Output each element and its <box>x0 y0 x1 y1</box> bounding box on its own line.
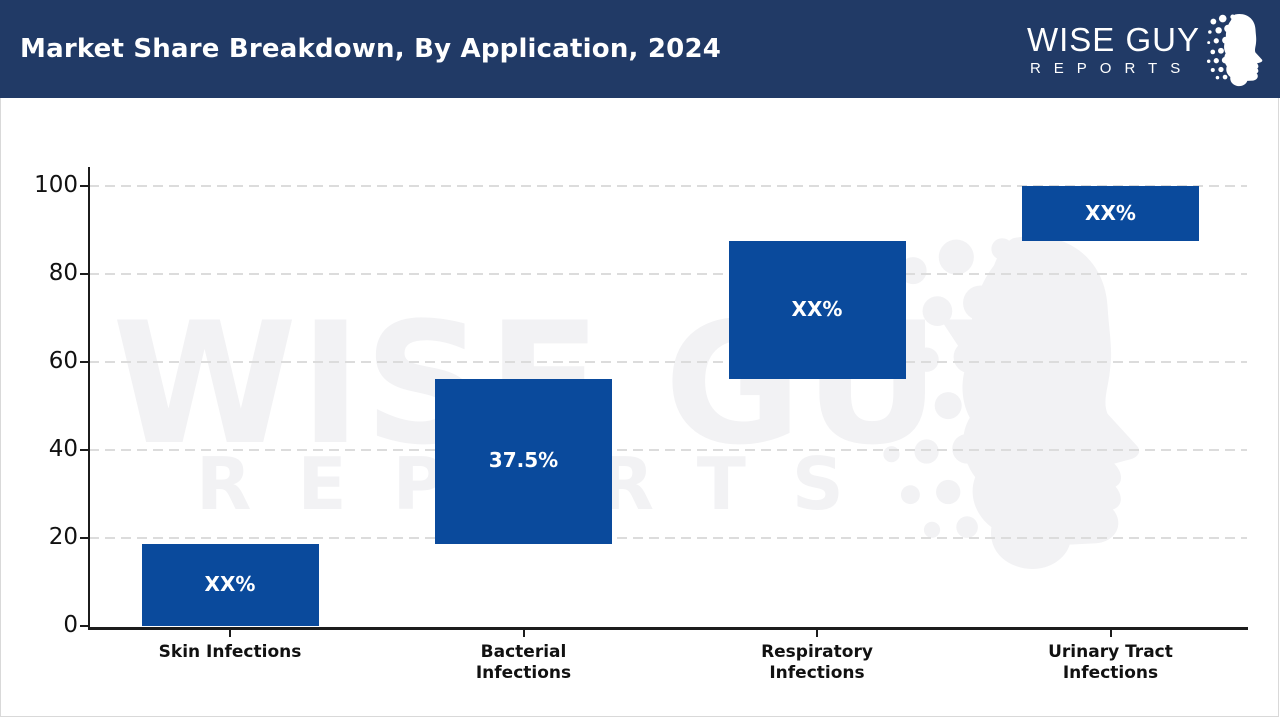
bar-1 <box>141 543 319 626</box>
x-axis-tickmark <box>522 629 525 637</box>
y-axis-tickmark <box>80 361 89 363</box>
bar-value-label: XX% <box>1085 200 1136 225</box>
y-gridline <box>89 537 1247 539</box>
x-axis-line <box>88 627 1248 630</box>
y-gridline <box>89 361 1247 363</box>
bar-value-label: 37.5% <box>488 448 559 472</box>
brand-name: WISE GUY <box>1026 20 1200 58</box>
y-gridline <box>89 273 1247 275</box>
y-gridline <box>89 449 1247 451</box>
y-axis-tickmark <box>80 449 89 451</box>
brand-wordmark: WISE GUY REPORTS <box>1027 23 1200 76</box>
y-axis-tickmark <box>80 273 89 275</box>
y-axis-tick-label: 100 <box>34 172 78 198</box>
x-axis-tickmark <box>1109 629 1112 637</box>
bar-value-label: XX% <box>204 571 256 596</box>
y-gridline <box>89 185 1247 187</box>
y-axis-tick-label: 80 <box>48 260 78 286</box>
y-axis-tickmark <box>80 625 89 627</box>
bar-3 <box>728 241 906 379</box>
y-axis-line <box>88 167 90 629</box>
page-title: Market Share Breakdown, By Application, … <box>20 34 722 64</box>
y-axis-tick-label: 40 <box>48 436 78 462</box>
y-axis-tickmark <box>80 537 89 539</box>
bar-4 <box>1022 186 1199 241</box>
y-axis-tick-label: 20 <box>48 524 78 550</box>
x-axis-category-label: Urinary Tract Infections <box>1048 642 1173 683</box>
y-axis-tick-label: 60 <box>48 348 78 374</box>
y-axis-tickmark <box>80 185 89 187</box>
y-axis-tick-label: 0 <box>63 612 78 638</box>
x-axis-category-label: Bacterial Infections <box>475 642 572 683</box>
brand-subtitle: REPORTS <box>1029 59 1194 77</box>
header-bar: Market Share Breakdown, By Application, … <box>0 0 1280 98</box>
x-axis-tickmark <box>816 629 818 637</box>
x-axis-tickmark <box>229 629 231 637</box>
x-axis-category-label: Skin Infections <box>158 642 302 662</box>
x-axis-category-label: Respiratory Infections <box>761 642 873 683</box>
bar-value-label: XX% <box>791 296 843 321</box>
brand-logo: WISE GUY REPORTS <box>1027 11 1266 87</box>
bar-2 <box>435 378 612 544</box>
